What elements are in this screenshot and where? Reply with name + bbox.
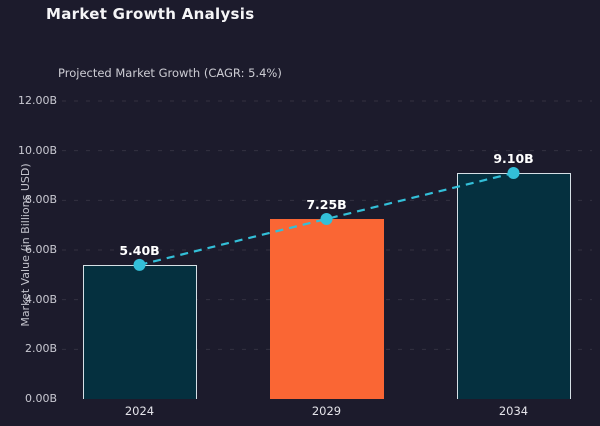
chart-subtitle: Projected Market Growth (CAGR: 5.4%) (58, 66, 282, 80)
value-label: 7.25B (306, 196, 347, 212)
page-title: Market Growth Analysis (46, 5, 255, 23)
x-tick-label: 2034 (498, 404, 529, 418)
value-label: 9.10B (493, 151, 534, 167)
bar-2029 (269, 218, 384, 399)
x-tick-label: 2029 (311, 404, 342, 418)
data-point-marker (507, 167, 520, 180)
data-point-marker (133, 258, 146, 271)
y-tick-label: 2.00B (24, 342, 57, 356)
y-tick-label: 8.00B (24, 193, 57, 207)
data-point-marker (320, 212, 333, 225)
y-tick-label: 6.00B (24, 243, 57, 256)
x-tick-label: 2024 (124, 404, 155, 418)
y-tick-label: 0.00B (24, 392, 57, 405)
y-tick-label: 12.00B (17, 94, 57, 107)
value-label: 5.40B (119, 242, 160, 258)
bar-2034 (456, 173, 571, 399)
y-tick-label: 10.00B (17, 143, 57, 157)
y-tick-label: 4.00B (24, 292, 57, 306)
